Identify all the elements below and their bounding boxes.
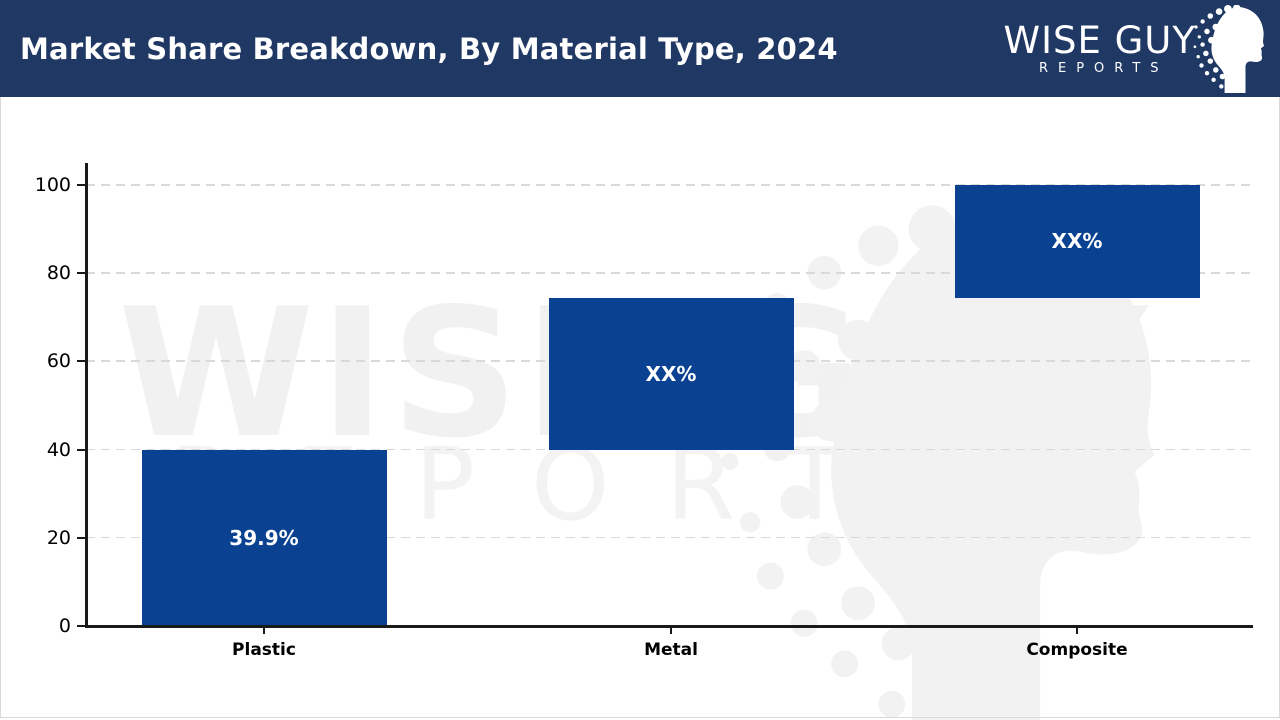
wiseguy-logo: WISE GUY REPORTS [1004, 4, 1268, 94]
logo-text: WISE GUY REPORTS [1003, 18, 1196, 77]
y-tick-label: 60 [46, 350, 71, 373]
y-tick-label: 40 [46, 438, 71, 461]
x-category-label: Plastic [232, 640, 296, 660]
bar-value-label: XX% [645, 361, 697, 386]
y-tick-label: 80 [46, 262, 71, 285]
x-tick-mark [1076, 627, 1078, 634]
y-tick-mark [77, 184, 85, 186]
bar-metal: XX% [548, 297, 794, 451]
y-tick-label: 20 [46, 526, 71, 549]
y-tick-mark [77, 272, 85, 275]
bar-composite: XX% [954, 185, 1200, 298]
gridline [86, 184, 1253, 186]
logo-wordmark: WISE GUY [1003, 18, 1196, 62]
y-tick-mark [77, 360, 85, 363]
x-category-label: Composite [1026, 640, 1128, 660]
chart-area: WISE GUY REPORTS 39.9%XX%XX%020406080100… [0, 97, 1280, 720]
x-tick-mark [670, 627, 672, 634]
logo-face-icon [1193, 5, 1265, 93]
y-axis-line [85, 163, 88, 628]
plot: 39.9% XX% XX% 0 20 40 60 80 100 Plastic Metal Compo… [0, 97, 1280, 720]
x-category-label: Metal [644, 640, 698, 660]
x-axis-line [85, 625, 1253, 628]
header-bar: Market Share Breakdown, By Material Type… [0, 0, 1280, 97]
bar-value-label: XX% [1051, 229, 1103, 254]
y-tick-mark [77, 625, 85, 627]
y-tick-label: 0 [58, 615, 71, 637]
gridline [86, 536, 1253, 539]
page-title: Market Share Breakdown, By Material Type… [20, 31, 838, 66]
y-tick-mark [77, 448, 85, 451]
logo-subtitle: REPORTS [1038, 61, 1169, 77]
y-tick-label: 100 [34, 174, 71, 196]
bar-plastic: 39.9% [141, 450, 387, 626]
gridline [86, 272, 1253, 274]
x-tick-mark [263, 627, 265, 634]
y-tick-mark [77, 536, 85, 539]
bar-value-label: 39.9% [229, 526, 299, 550]
